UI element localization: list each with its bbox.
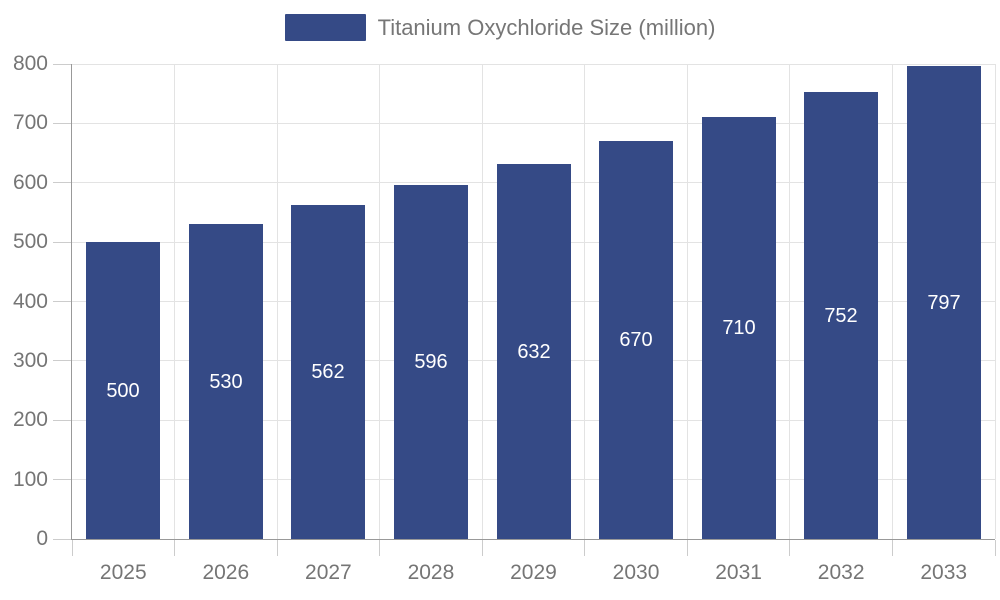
y-tick — [53, 301, 71, 302]
bar-value-label: 632 — [517, 340, 551, 363]
y-tick — [53, 63, 71, 65]
y-tick — [53, 241, 71, 243]
gridline-y — [72, 63, 995, 65]
bar: 752 — [804, 92, 878, 539]
x-axis-label: 2028 — [407, 561, 455, 584]
bar-value-label: 596 — [414, 351, 448, 373]
x-tick — [379, 540, 381, 556]
legend-swatch — [284, 14, 366, 41]
bar-value-label: 797 — [927, 291, 961, 314]
y-tick — [53, 538, 71, 540]
bar: 562 — [291, 205, 365, 539]
bar: 530 — [189, 224, 263, 539]
y-axis-label: 800 — [12, 52, 48, 75]
y-tick — [53, 360, 71, 362]
x-axis-label: 2032 — [817, 561, 865, 584]
bar-value-label: 500 — [106, 379, 140, 402]
y-axis-label: 700 — [12, 111, 48, 135]
gridline-x — [379, 64, 381, 539]
gridline-x — [481, 64, 483, 539]
bar-value-label: 562 — [311, 361, 345, 383]
x-axis-label: 2030 — [612, 561, 660, 584]
bar: 596 — [394, 185, 468, 539]
x-tick — [71, 540, 73, 556]
gridline-x — [174, 64, 176, 539]
bar: 797 — [907, 66, 981, 539]
x-axis-line — [71, 539, 995, 540]
x-axis-label: 2026 — [202, 561, 250, 584]
y-tick — [53, 182, 71, 184]
x-tick — [994, 540, 996, 556]
y-axis-label: 600 — [12, 170, 48, 194]
y-axis-label: 0 — [36, 527, 48, 550]
x-tick — [584, 540, 586, 556]
x-axis-label: 2027 — [305, 561, 352, 584]
gridline-x — [584, 64, 586, 539]
bar: 632 — [497, 164, 571, 539]
x-tick — [174, 540, 176, 556]
bar: 670 — [599, 141, 673, 539]
x-tick — [276, 540, 278, 556]
gridline-y — [72, 122, 995, 124]
x-axis-label: 2025 — [99, 561, 147, 584]
x-tick — [891, 540, 893, 556]
bar-value-label: 752 — [824, 304, 858, 327]
legend-label: Titanium Oxychloride Size (million) — [377, 15, 716, 40]
gridline-x — [276, 64, 278, 539]
bar: 500 — [86, 242, 160, 539]
bar-value-label: 530 — [209, 370, 243, 393]
y-axis-label: 100 — [12, 467, 48, 491]
x-tick — [789, 540, 791, 556]
x-tick — [481, 540, 483, 556]
gridline-x — [891, 64, 893, 539]
bar: 710 — [702, 117, 776, 539]
bar-value-label: 670 — [619, 329, 653, 351]
gridline-x — [686, 64, 688, 539]
plot-area: 500 530 562 596 632 670 710 752 797 — [53, 63, 996, 556]
x-axis-label: 2033 — [920, 561, 968, 584]
x-tick — [686, 540, 688, 556]
y-tick — [53, 419, 71, 421]
gridline-x — [789, 64, 791, 539]
y-axis-line — [71, 64, 72, 539]
bar-value-label: 710 — [722, 317, 756, 339]
y-tick — [53, 122, 71, 124]
gridline-x — [994, 64, 996, 539]
y-axis-label: 300 — [12, 348, 48, 372]
y-axis-label: 200 — [12, 408, 48, 432]
y-tick — [53, 479, 71, 481]
x-axis-label: 2029 — [510, 561, 557, 584]
legend-item[interactable]: Titanium Oxychloride Size (million) — [0, 14, 1000, 41]
y-axis-label: 400 — [12, 289, 48, 313]
y-axis-label: 500 — [12, 230, 48, 254]
x-axis-label: 2031 — [715, 561, 762, 584]
